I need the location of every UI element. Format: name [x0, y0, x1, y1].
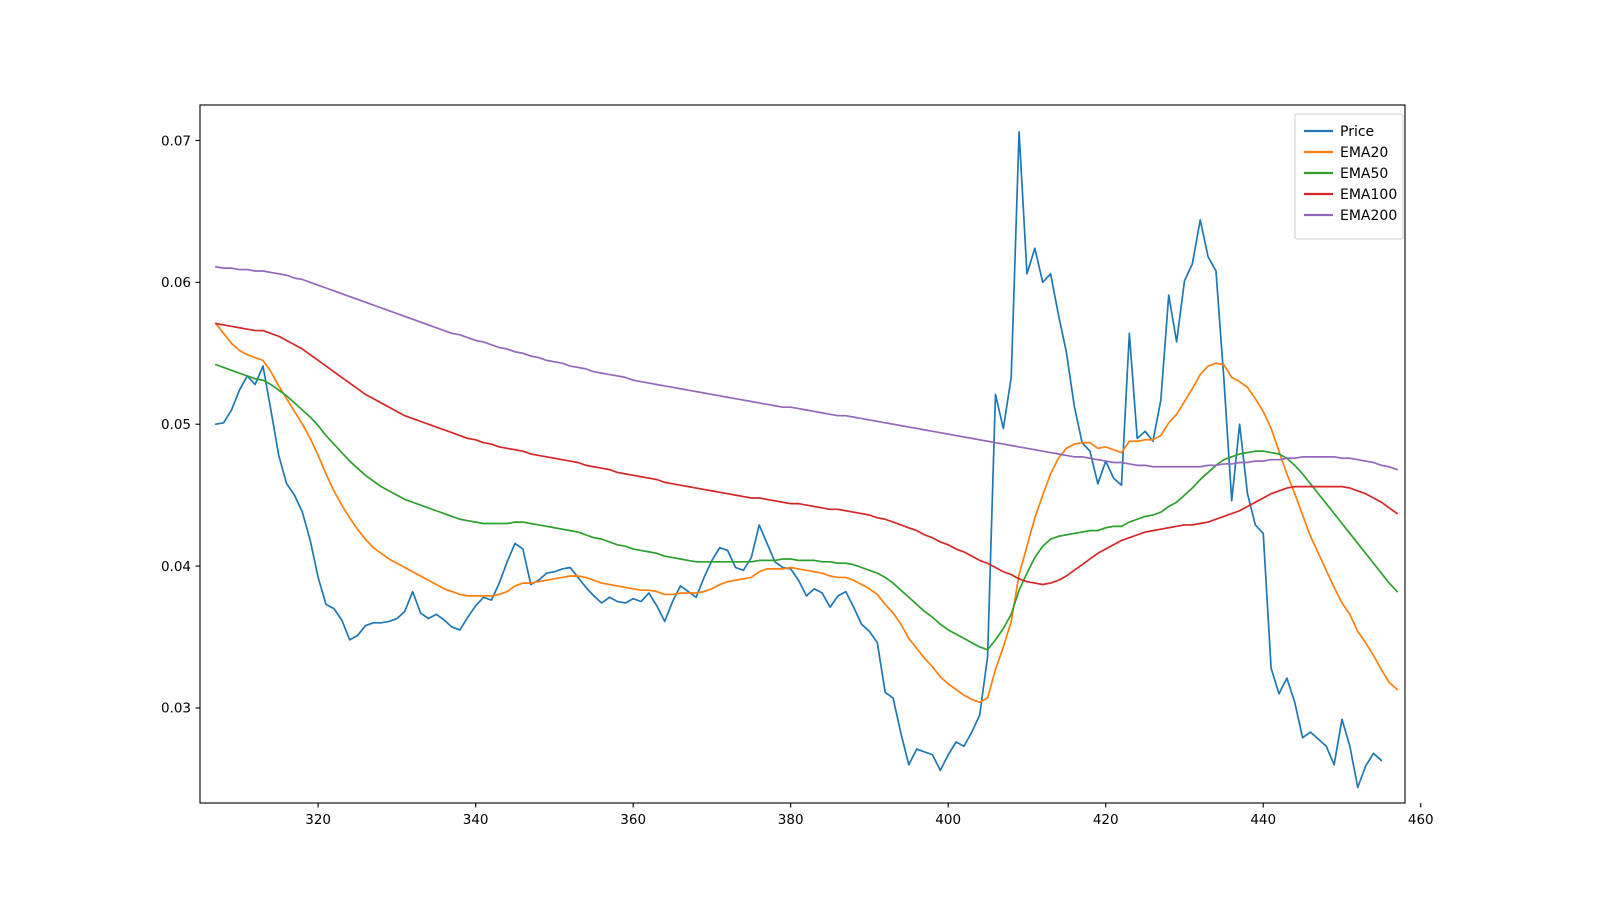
legend-label-ema20[interactable]: EMA20: [1340, 145, 1388, 161]
x-tick-label: 320: [305, 812, 331, 828]
legend-label-ema200[interactable]: EMA200: [1340, 208, 1397, 224]
x-tick-label: 440: [1250, 812, 1276, 828]
y-tick-label: 0.03: [161, 701, 191, 717]
x-tick-label: 400: [935, 812, 961, 828]
y-axis-ticks: 0.03 0.04 0.05 0.06 0.07: [161, 133, 200, 717]
series-line-ema200: [214, 265, 1398, 471]
x-axis-ticks: 320 340 360 380 400 420 440 460: [305, 803, 1434, 828]
series-line-price: [214, 131, 1383, 789]
series-line-ema100: [214, 322, 1398, 586]
plot-area-background: [200, 105, 1405, 803]
legend-label-ema50[interactable]: EMA50: [1340, 166, 1388, 182]
x-tick-label: 360: [620, 812, 646, 828]
y-tick-label: 0.06: [161, 275, 191, 291]
legend-background: [1294, 113, 1404, 240]
y-tick-label: 0.04: [161, 559, 191, 575]
data-series-group: [214, 131, 1398, 789]
x-tick-label: 460: [1408, 812, 1434, 828]
chart-legend[interactable]: Price EMA20 EMA50 EMA100 EMA200: [1294, 113, 1404, 240]
plot-border: [199, 104, 1406, 804]
legend-label-price[interactable]: Price: [1340, 124, 1374, 140]
legend-label-ema100[interactable]: EMA100: [1340, 187, 1397, 203]
y-tick-label: 0.05: [161, 417, 191, 433]
y-tick-label: 0.07: [161, 133, 191, 149]
x-tick-label: 340: [463, 812, 489, 828]
axis-spines: [199, 104, 1406, 804]
series-line-ema20: [214, 322, 1398, 704]
x-tick-label: 380: [778, 812, 804, 828]
series-line-ema50: [214, 363, 1398, 651]
x-tick-label: 420: [1093, 812, 1119, 828]
